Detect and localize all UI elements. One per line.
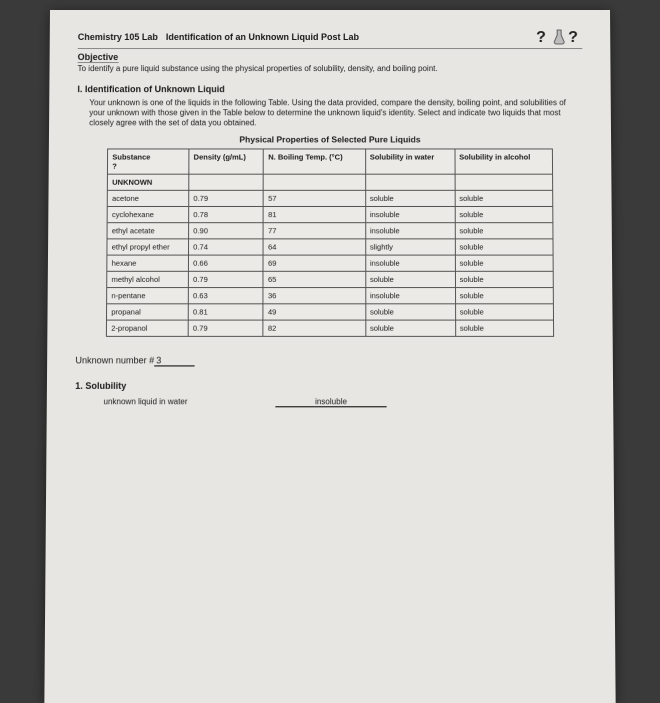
table-cell: 65 <box>263 271 365 287</box>
table-cell <box>365 174 454 190</box>
table-cell: acetone <box>107 190 188 206</box>
table-cell: 0.66 <box>189 255 264 271</box>
table-row: propanal0.8149solublesoluble <box>107 304 554 320</box>
table-cell: soluble <box>455 320 553 336</box>
table-cell: insoluble <box>365 206 455 222</box>
course-code: Chemistry 105 Lab <box>78 32 158 42</box>
table-row: UNKNOWN <box>108 174 553 190</box>
unknown-number-line: Unknown number #3 <box>75 355 584 366</box>
table-cell: soluble <box>365 320 455 336</box>
table-cell: soluble <box>455 190 553 206</box>
table-row: cyclohexane0.7881insolublesoluble <box>107 206 552 222</box>
table-row: 2-propanol0.7982solublesoluble <box>107 320 554 336</box>
table-cell: insoluble <box>365 223 455 239</box>
table-cell: soluble <box>455 304 553 320</box>
properties-table: Substance ? Density (g/mL) N. Boiling Te… <box>106 148 554 336</box>
table-cell: soluble <box>455 206 553 222</box>
table-cell: slightly <box>365 239 455 255</box>
table-cell <box>264 174 366 190</box>
table-cell: propanal <box>107 304 189 320</box>
table-header: Substance ? Density (g/mL) N. Boiling Te… <box>108 149 553 174</box>
table-cell: UNKNOWN <box>108 174 189 190</box>
solubility-water-label: unknown liquid in water <box>103 397 275 406</box>
table-cell: 0.63 <box>188 288 263 304</box>
solubility-water-value: insoluble <box>275 397 386 407</box>
table-cell: ethyl propyl ether <box>107 239 189 255</box>
col-substance: Substance ? <box>108 149 189 174</box>
table-cell: 64 <box>264 239 366 255</box>
table-cell: 2-propanol <box>107 320 189 336</box>
table-cell: hexane <box>107 255 189 271</box>
table-cell: soluble <box>365 304 455 320</box>
col-density: Density (g/mL) <box>189 149 264 174</box>
table-cell: 0.79 <box>189 271 264 287</box>
table-cell: 81 <box>264 206 366 222</box>
table-cell: soluble <box>455 255 553 271</box>
table-title: Physical Properties of Selected Pure Liq… <box>77 134 583 144</box>
table-cell: 69 <box>263 255 365 271</box>
table-cell: soluble <box>455 288 553 304</box>
col-boiling: N. Boiling Temp. (°C) <box>264 149 366 174</box>
table-cell: n-pentane <box>107 288 189 304</box>
table-body: UNKNOWNacetone0.7957solublesolublecycloh… <box>107 174 554 336</box>
table-cell: 49 <box>263 304 365 320</box>
question-icons: ? ? <box>536 28 582 46</box>
table-cell: soluble <box>365 271 455 287</box>
table-cell: 0.74 <box>189 239 264 255</box>
table-row: n-pentane0.6336insolublesoluble <box>107 288 553 304</box>
question-mark-icon: ? <box>536 28 550 46</box>
table-cell: 77 <box>264 223 366 239</box>
table-row: acetone0.7957solublesoluble <box>107 190 552 206</box>
lab-header: Chemistry 105 Lab Identification of an U… <box>78 28 583 49</box>
section-1-heading: I. Identification of Unknown Liquid <box>77 84 582 94</box>
table-cell: soluble <box>455 223 553 239</box>
question-mark-icon: ? <box>568 28 582 46</box>
table-row: methyl alcohol0.7965solublesoluble <box>107 271 553 287</box>
table-cell: cyclohexane <box>107 206 189 222</box>
table-row: ethyl propyl ether0.7464slightlysoluble <box>107 239 553 255</box>
table-row: ethyl acetate0.9077insolublesoluble <box>107 223 552 239</box>
table-cell: 0.78 <box>189 206 264 222</box>
table-cell: insoluble <box>365 255 455 271</box>
unknown-number-label: Unknown number # <box>75 355 154 365</box>
table-cell: insoluble <box>365 288 455 304</box>
col-sol-water: Solubility in water <box>365 149 454 174</box>
table-cell: soluble <box>455 271 553 287</box>
solubility-heading: 1. Solubility <box>75 381 585 391</box>
col-sol-alcohol: Solubility in alcohol <box>455 149 553 174</box>
objective-heading: Objective <box>78 52 119 63</box>
table-cell: 36 <box>263 288 365 304</box>
solubility-row-water: unknown liquid in water insoluble <box>103 397 585 407</box>
table-cell: 82 <box>263 320 365 336</box>
section-1-paragraph: Your unknown is one of the liquids in th… <box>89 98 583 128</box>
table-cell: soluble <box>455 239 553 255</box>
table-row: hexane0.6669insolublesoluble <box>107 255 553 271</box>
unknown-number-value: 3 <box>154 355 194 366</box>
table-cell: 0.81 <box>188 304 263 320</box>
table-cell: 0.79 <box>189 190 264 206</box>
lab-title: Identification of an Unknown Liquid Post… <box>166 32 359 42</box>
objective-text: To identify a pure liquid substance usin… <box>78 64 583 74</box>
document-page: Chemistry 105 Lab Identification of an U… <box>44 10 615 703</box>
table-cell: 0.79 <box>188 320 263 336</box>
table-cell: 0.90 <box>189 223 264 239</box>
svg-text:?: ? <box>568 29 578 46</box>
table-cell: soluble <box>365 190 455 206</box>
flask-icon <box>552 28 566 46</box>
svg-text:?: ? <box>536 29 546 46</box>
table-cell: 57 <box>264 190 366 206</box>
table-cell: methyl alcohol <box>107 271 189 287</box>
table-cell: ethyl acetate <box>107 223 189 239</box>
table-cell <box>455 174 553 190</box>
table-cell <box>189 174 264 190</box>
